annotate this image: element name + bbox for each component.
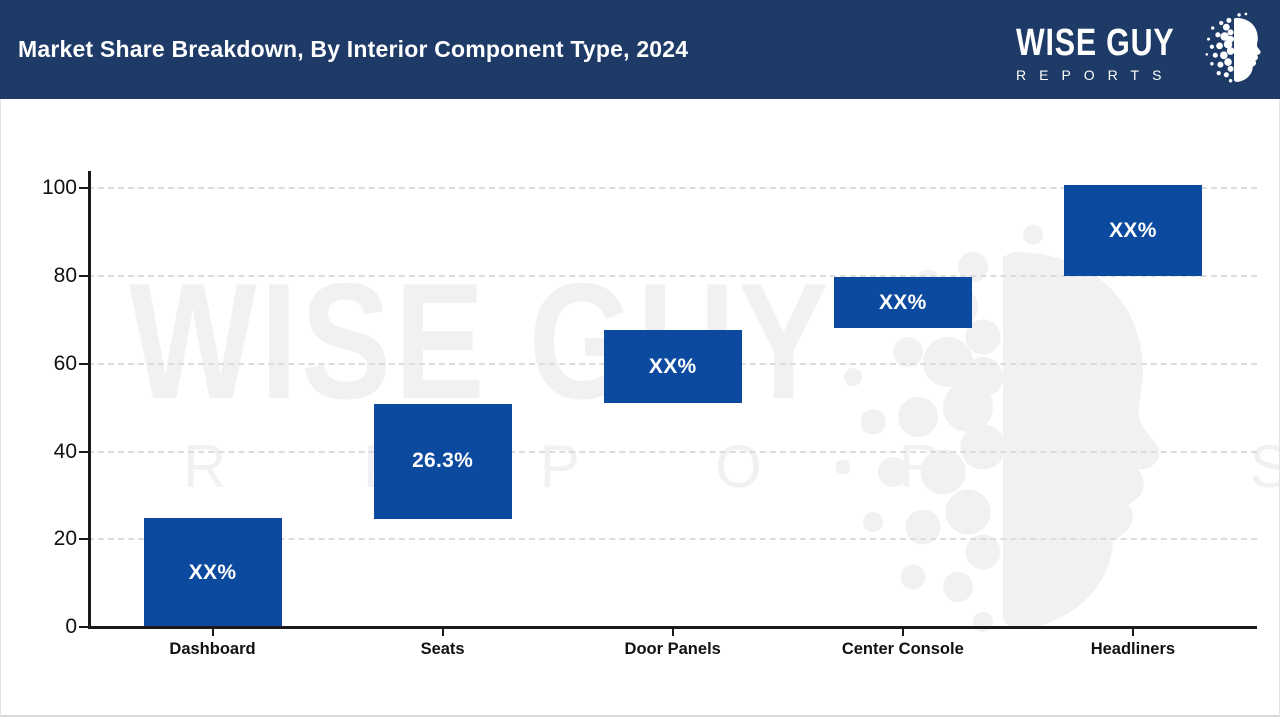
gridline-40: [88, 450, 1257, 453]
bar-value-label-dashboard: XX%: [188, 560, 237, 584]
x-tick-dashboard: [211, 628, 214, 636]
bar-value-label-door-panels: XX%: [648, 354, 697, 378]
x-axis-line: [88, 626, 1257, 629]
logo-subtext: REPORTS: [1016, 67, 1175, 83]
x-tick-label-headliners: Headliners: [1090, 640, 1176, 658]
x-tick-label-dashboard: Dashboard: [169, 640, 256, 658]
bar-headliners: XX%: [1063, 185, 1202, 277]
y-tick-label-0: 0: [65, 615, 77, 638]
x-tick-label-center-console: Center Console: [841, 640, 964, 658]
bar-door-panels: XX%: [603, 330, 742, 404]
y-tick-20: [79, 538, 88, 541]
logo-wordmark: WISE GUY: [1016, 22, 1175, 64]
y-axis-line: [88, 171, 91, 628]
y-tick-label-60: 60: [53, 351, 77, 375]
bar-value-label-center-console: XX%: [879, 290, 927, 314]
wiseguy-logo: WISE GUY REPORTS: [1016, 6, 1268, 94]
y-tick-label-40: 40: [53, 439, 77, 463]
y-tick-100: [79, 187, 88, 190]
x-tick-center-console: [901, 628, 904, 636]
y-tick-0: [79, 626, 88, 628]
x-tick-headliners: [1131, 628, 1134, 636]
gridline-20: [88, 538, 1257, 541]
gridline-80: [88, 275, 1257, 278]
x-tick-door-panels: [671, 628, 674, 636]
y-tick-80: [79, 275, 88, 278]
plot-area: 0 20 40 60 80 100 XX% Dashboard 26.3% Seats XX% Doo…: [1, 99, 1279, 715]
y-tick-40: [79, 450, 88, 453]
chart-canvas: WISE GUY R E P O R T S 0 20 40 60 80 100 XX% Da…: [0, 99, 1280, 717]
y-tick-label-100: 100: [41, 176, 77, 200]
x-tick-label-door-panels: Door Panels: [624, 640, 721, 658]
y-tick-60: [79, 362, 88, 365]
x-tick-label-seats: Seats: [420, 640, 465, 658]
bar-center-console: XX%: [833, 277, 972, 329]
x-tick-seats: [441, 628, 444, 636]
bar-seats: 26.3%: [373, 403, 512, 520]
logo-text: WISE GUY REPORTS: [1016, 24, 1198, 83]
bar-dashboard: XX%: [143, 518, 282, 627]
bar-value-label-seats: 26.3%: [412, 449, 474, 473]
wiseguy-face-icon: [1205, 12, 1261, 83]
y-tick-label-20: 20: [53, 527, 77, 551]
gridline-100: [88, 187, 1257, 190]
page-title: Market Share Breakdown, By Interior Comp…: [18, 36, 689, 62]
y-tick-label-80: 80: [53, 264, 77, 288]
header: Market Share Breakdown, By Interior Comp…: [0, 0, 1280, 99]
bar-value-label-headliners: XX%: [1109, 218, 1157, 242]
